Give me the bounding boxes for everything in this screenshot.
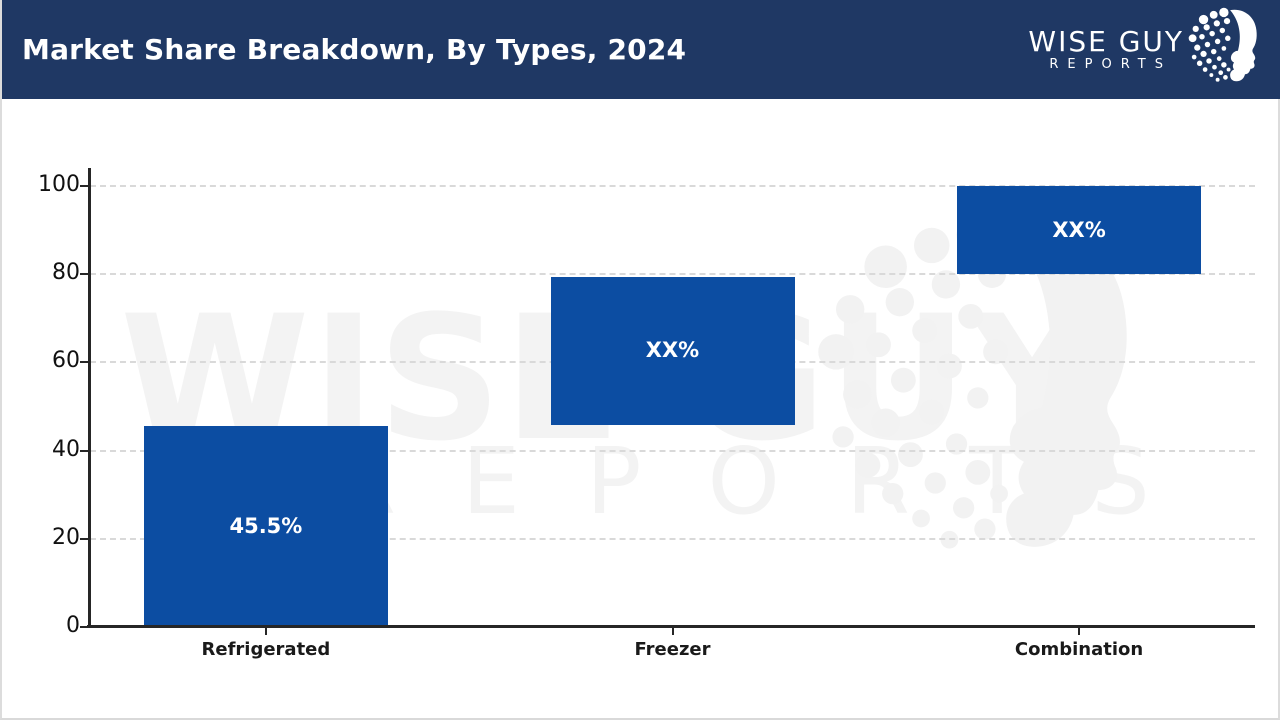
y-tick-label-20: 20: [52, 524, 80, 550]
y-tick-mark-100: [80, 185, 89, 187]
x-tick-mark-freezer: [671, 628, 674, 635]
gridline-40: [90, 449, 1255, 452]
bar-value-label-refrigerated: 45.5%: [229, 514, 303, 539]
y-tick-mark-80: [80, 273, 89, 276]
brand-logo-text: WISE GUY REPORTS: [1028, 24, 1184, 73]
y-tick-mark-60: [80, 361, 89, 364]
y-tick-label-0: 0: [66, 613, 80, 638]
x-tick-mark-combination: [1078, 628, 1081, 635]
y-tick-mark-40: [80, 449, 89, 452]
category-label-refrigerated: Refrigerated: [201, 639, 331, 660]
y-tick-label-60: 60: [52, 348, 80, 374]
brand-logo: WISE GUY REPORTS: [1028, 7, 1268, 93]
bar-value-label-combination: XX%: [1052, 218, 1106, 243]
y-tick-label-80: 80: [52, 260, 80, 286]
page-title: Market Share Breakdown, By Types, 2024: [22, 33, 687, 66]
y-tick-mark-20: [80, 537, 89, 540]
bar-refrigerated: 45.5%: [143, 426, 388, 627]
brand-logo-reports-text: REPORTS: [1049, 56, 1172, 72]
plot-area: 45.5% XX% XX%: [90, 185, 1255, 627]
header-bar: Market Share Breakdown, By Types, 2024 W…: [2, 0, 1280, 99]
y-tick-label-100: 100: [38, 172, 80, 197]
gridline-100: [90, 185, 1255, 187]
category-label-freezer: Freezer: [634, 639, 711, 660]
gridline-80: [90, 273, 1255, 276]
y-tick-label-40: 40: [52, 436, 80, 462]
y-tick-mark-0: [80, 626, 89, 628]
bar-combination: XX%: [957, 186, 1202, 275]
bar-value-label-freezer: XX%: [645, 338, 700, 363]
brand-logo-wordmark: WISE GUY: [1028, 24, 1184, 58]
brand-dotted-head-icon: [1188, 7, 1257, 82]
bar-freezer: XX%: [550, 277, 795, 426]
gridline-20: [90, 537, 1255, 540]
category-label-combination: Combination: [1014, 639, 1144, 660]
y-axis-line: [88, 168, 91, 628]
x-axis-line: [87, 625, 1255, 628]
x-tick-mark-refrigerated: [264, 628, 267, 635]
